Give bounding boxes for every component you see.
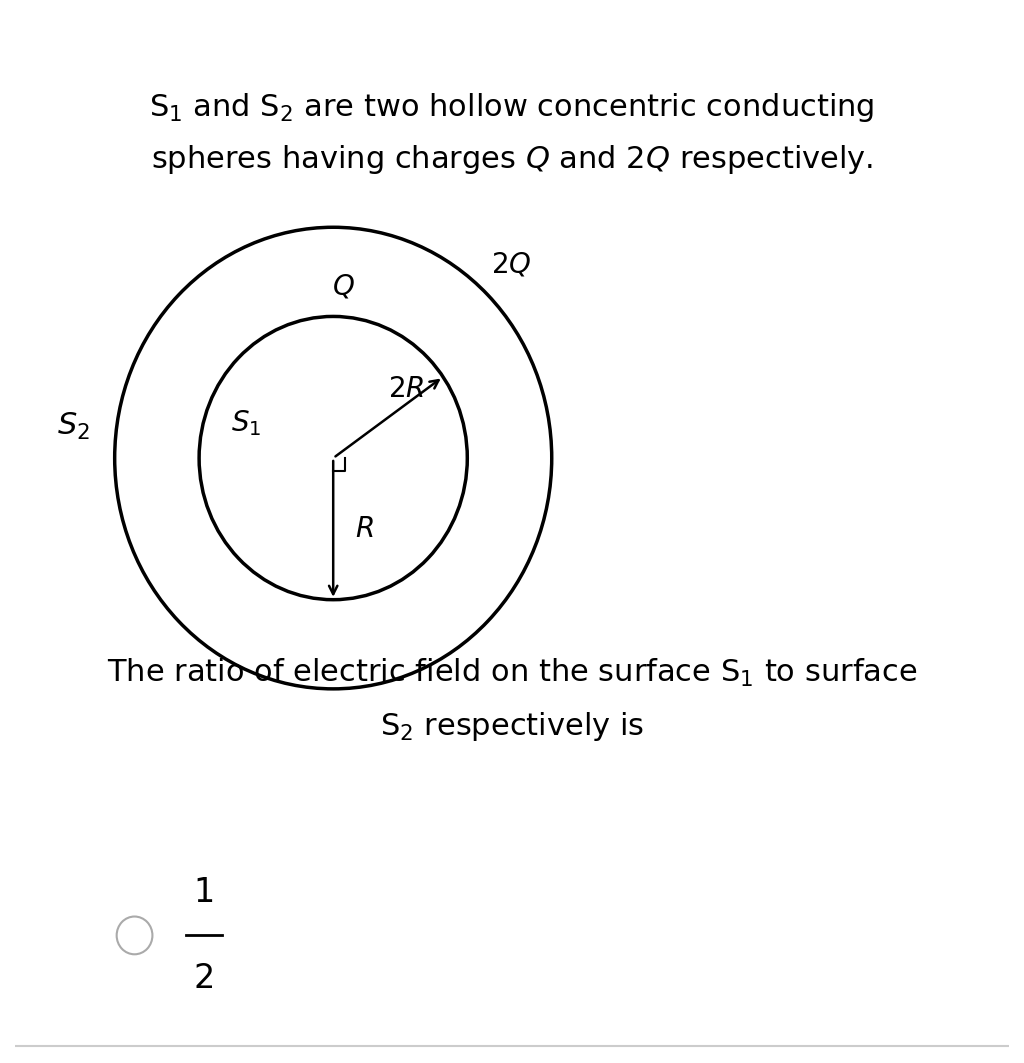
Text: S$_1$: S$_1$: [230, 408, 261, 438]
Text: spheres having charges $Q$ and $2Q$ respectively.: spheres having charges $Q$ and $2Q$ resp…: [151, 144, 873, 176]
Text: 1: 1: [194, 876, 215, 909]
Text: S$_2$ respectively is: S$_2$ respectively is: [380, 710, 644, 743]
Text: 2: 2: [194, 962, 215, 995]
Text: $Q$: $Q$: [332, 273, 354, 301]
Text: S$_1$ and S$_2$ are two hollow concentric conducting: S$_1$ and S$_2$ are two hollow concentri…: [150, 90, 874, 124]
Text: $2R$: $2R$: [388, 374, 424, 403]
Text: The ratio of electric field on the surface S$_1$ to surface: The ratio of electric field on the surfa…: [106, 657, 918, 690]
Text: S$_2$: S$_2$: [56, 411, 90, 442]
Text: $2Q$: $2Q$: [490, 250, 530, 279]
Text: $R$: $R$: [355, 514, 374, 543]
